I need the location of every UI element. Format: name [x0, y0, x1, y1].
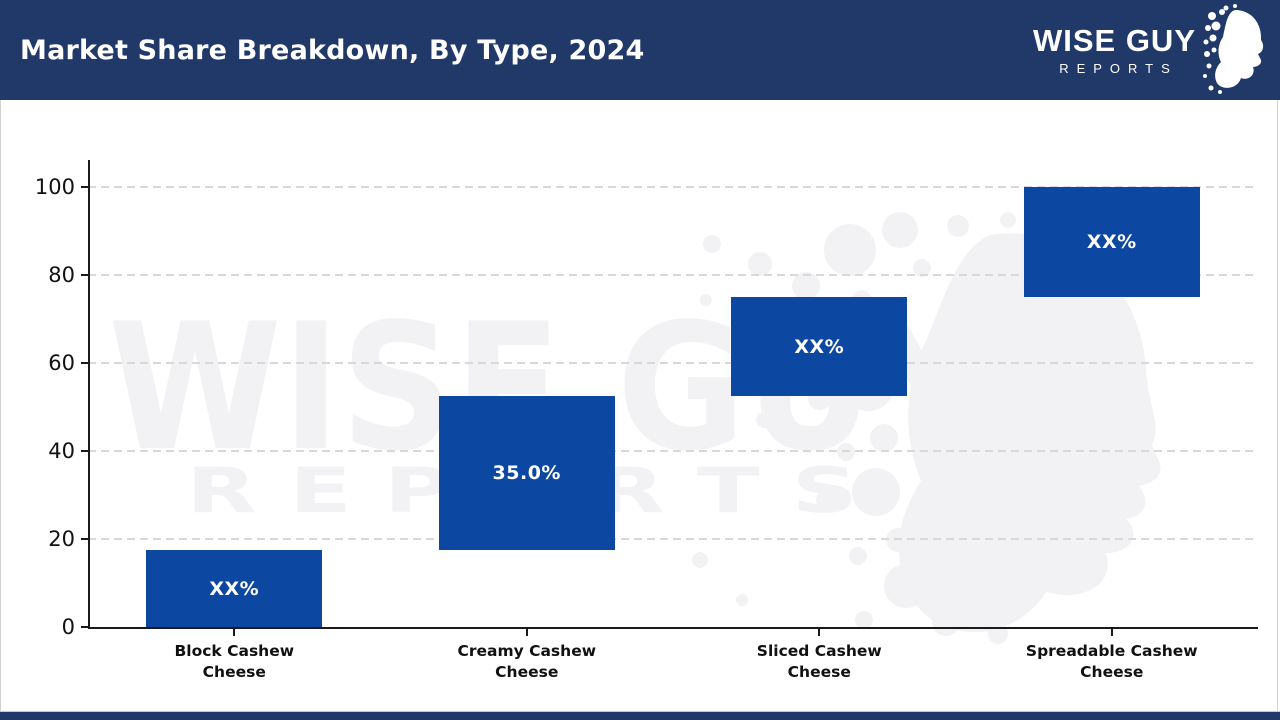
logo-wordmark-line2: REPORTS [1059, 61, 1178, 76]
brand-logo: WISE GUY REPORTS [1033, 0, 1268, 100]
logo-wordmark: WISE GUY REPORTS [1033, 25, 1196, 75]
logo-head-icon [1203, 4, 1264, 94]
footer-bar [0, 711, 1280, 720]
app-header: Market Share Breakdown, By Type, 2024 WI… [0, 0, 1280, 100]
chart-panel [0, 100, 1278, 712]
logo-wordmark-line1: WISE GUY [1032, 23, 1196, 58]
page-title: Market Share Breakdown, By Type, 2024 [20, 34, 645, 66]
